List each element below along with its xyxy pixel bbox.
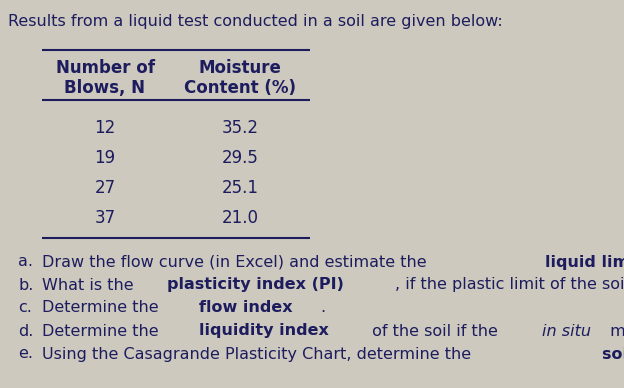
Text: 12: 12 [94,119,115,137]
Text: e.: e. [18,346,33,362]
Text: of the soil if the: of the soil if the [367,324,503,338]
Text: flow index: flow index [199,300,293,315]
Text: in situ: in situ [542,324,591,338]
Text: 27: 27 [94,179,115,197]
Text: soil type: soil type [602,346,624,362]
Text: 37: 37 [94,209,115,227]
Text: , if the plastic limit of the soil is 11%?: , if the plastic limit of the soil is 11… [395,277,624,293]
Text: Determine the: Determine the [42,324,163,338]
Text: Draw the flow curve (in Excel) and estimate the: Draw the flow curve (in Excel) and estim… [42,255,432,270]
Text: Results from a liquid test conducted in a soil are given below:: Results from a liquid test conducted in … [8,14,503,29]
Text: 25.1: 25.1 [222,179,258,197]
Text: Moisture: Moisture [198,59,281,77]
Text: 19: 19 [94,149,115,167]
Text: liquid limit: liquid limit [545,255,624,270]
Text: a.: a. [18,255,33,270]
Text: Using the Casagrande Plasticity Chart, determine the: Using the Casagrande Plasticity Chart, d… [42,346,476,362]
Text: plasticity index (PI): plasticity index (PI) [167,277,344,293]
Text: What is the: What is the [42,277,139,293]
Text: 21.0: 21.0 [222,209,258,227]
Text: Determine the: Determine the [42,300,163,315]
Text: moisture is 18%.: moisture is 18%. [605,324,624,338]
Text: Blows, N: Blows, N [64,79,145,97]
Text: d.: d. [18,324,33,338]
Text: .: . [320,300,325,315]
Text: 29.5: 29.5 [222,149,258,167]
Text: Number of: Number of [56,59,155,77]
Text: liquidity index: liquidity index [199,324,329,338]
Text: c.: c. [18,300,32,315]
Text: Content (%): Content (%) [184,79,296,97]
Text: 35.2: 35.2 [222,119,258,137]
Text: b.: b. [18,277,33,293]
